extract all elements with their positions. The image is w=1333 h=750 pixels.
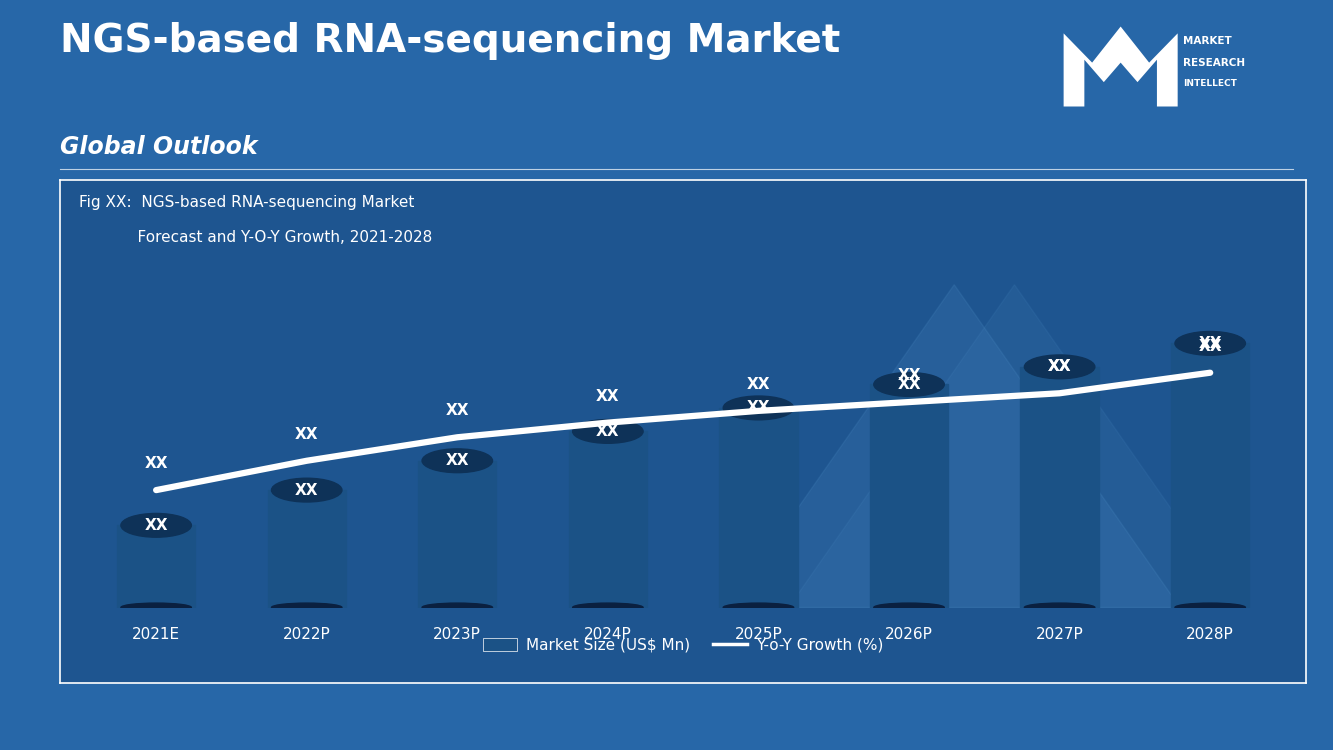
Text: XX: XX — [746, 376, 770, 392]
Ellipse shape — [1174, 332, 1245, 356]
Ellipse shape — [874, 603, 944, 612]
Ellipse shape — [1024, 355, 1094, 379]
Text: XX: XX — [596, 424, 620, 439]
Text: XX: XX — [445, 404, 469, 418]
Text: Forecast and Y-O-Y Growth, 2021-2028: Forecast and Y-O-Y Growth, 2021-2028 — [79, 230, 432, 245]
Bar — [569, 431, 647, 608]
Ellipse shape — [423, 603, 492, 612]
Polygon shape — [1064, 26, 1177, 106]
Ellipse shape — [1174, 603, 1245, 612]
Ellipse shape — [724, 603, 793, 612]
Legend: Market Size (US$ Mn), Y-o-Y Growth (%): Market Size (US$ Mn), Y-o-Y Growth (%) — [477, 632, 889, 659]
Text: 2022P: 2022P — [283, 626, 331, 641]
Text: XX: XX — [295, 427, 319, 442]
Text: XX: XX — [1198, 339, 1222, 354]
Ellipse shape — [573, 603, 643, 612]
Text: Global Outlook: Global Outlook — [60, 135, 257, 159]
Bar — [419, 460, 496, 608]
Text: XX: XX — [295, 482, 319, 497]
Ellipse shape — [272, 603, 343, 612]
Ellipse shape — [423, 448, 492, 472]
Bar — [117, 525, 196, 608]
Bar — [720, 408, 797, 608]
Text: XX: XX — [746, 400, 770, 416]
Ellipse shape — [1024, 603, 1094, 612]
Text: XX: XX — [144, 456, 168, 471]
Text: 2026P: 2026P — [885, 626, 933, 641]
Text: XX: XX — [596, 388, 620, 404]
Text: RESEARCH: RESEARCH — [1182, 58, 1245, 68]
Text: XX: XX — [1198, 336, 1222, 351]
Text: 2025P: 2025P — [734, 626, 782, 641]
Polygon shape — [728, 285, 1180, 608]
Text: XX: XX — [897, 377, 921, 392]
Ellipse shape — [724, 396, 793, 420]
Text: NGS-based RNA-sequencing Market: NGS-based RNA-sequencing Market — [60, 22, 840, 61]
Ellipse shape — [121, 514, 192, 537]
Bar — [1172, 344, 1249, 608]
Bar — [1021, 367, 1098, 608]
Text: 2021E: 2021E — [132, 626, 180, 641]
Text: XX: XX — [144, 518, 168, 532]
Text: XX: XX — [1048, 359, 1072, 374]
Text: XX: XX — [897, 368, 921, 383]
Text: XX: XX — [1048, 359, 1072, 374]
Text: 2024P: 2024P — [584, 626, 632, 641]
Ellipse shape — [573, 419, 643, 443]
Text: 2023P: 2023P — [433, 626, 481, 641]
Text: XX: XX — [445, 453, 469, 468]
Bar — [870, 385, 948, 608]
Ellipse shape — [874, 373, 944, 396]
Text: INTELLECT: INTELLECT — [1182, 80, 1237, 88]
Text: 2027P: 2027P — [1036, 626, 1084, 641]
Text: Fig XX:  NGS-based RNA-sequencing Market: Fig XX: NGS-based RNA-sequencing Market — [79, 195, 415, 210]
Polygon shape — [789, 285, 1240, 608]
Text: MARKET: MARKET — [1182, 36, 1232, 46]
Ellipse shape — [272, 478, 343, 502]
Ellipse shape — [121, 603, 192, 612]
Bar — [268, 490, 345, 608]
Text: 2028P: 2028P — [1186, 626, 1234, 641]
